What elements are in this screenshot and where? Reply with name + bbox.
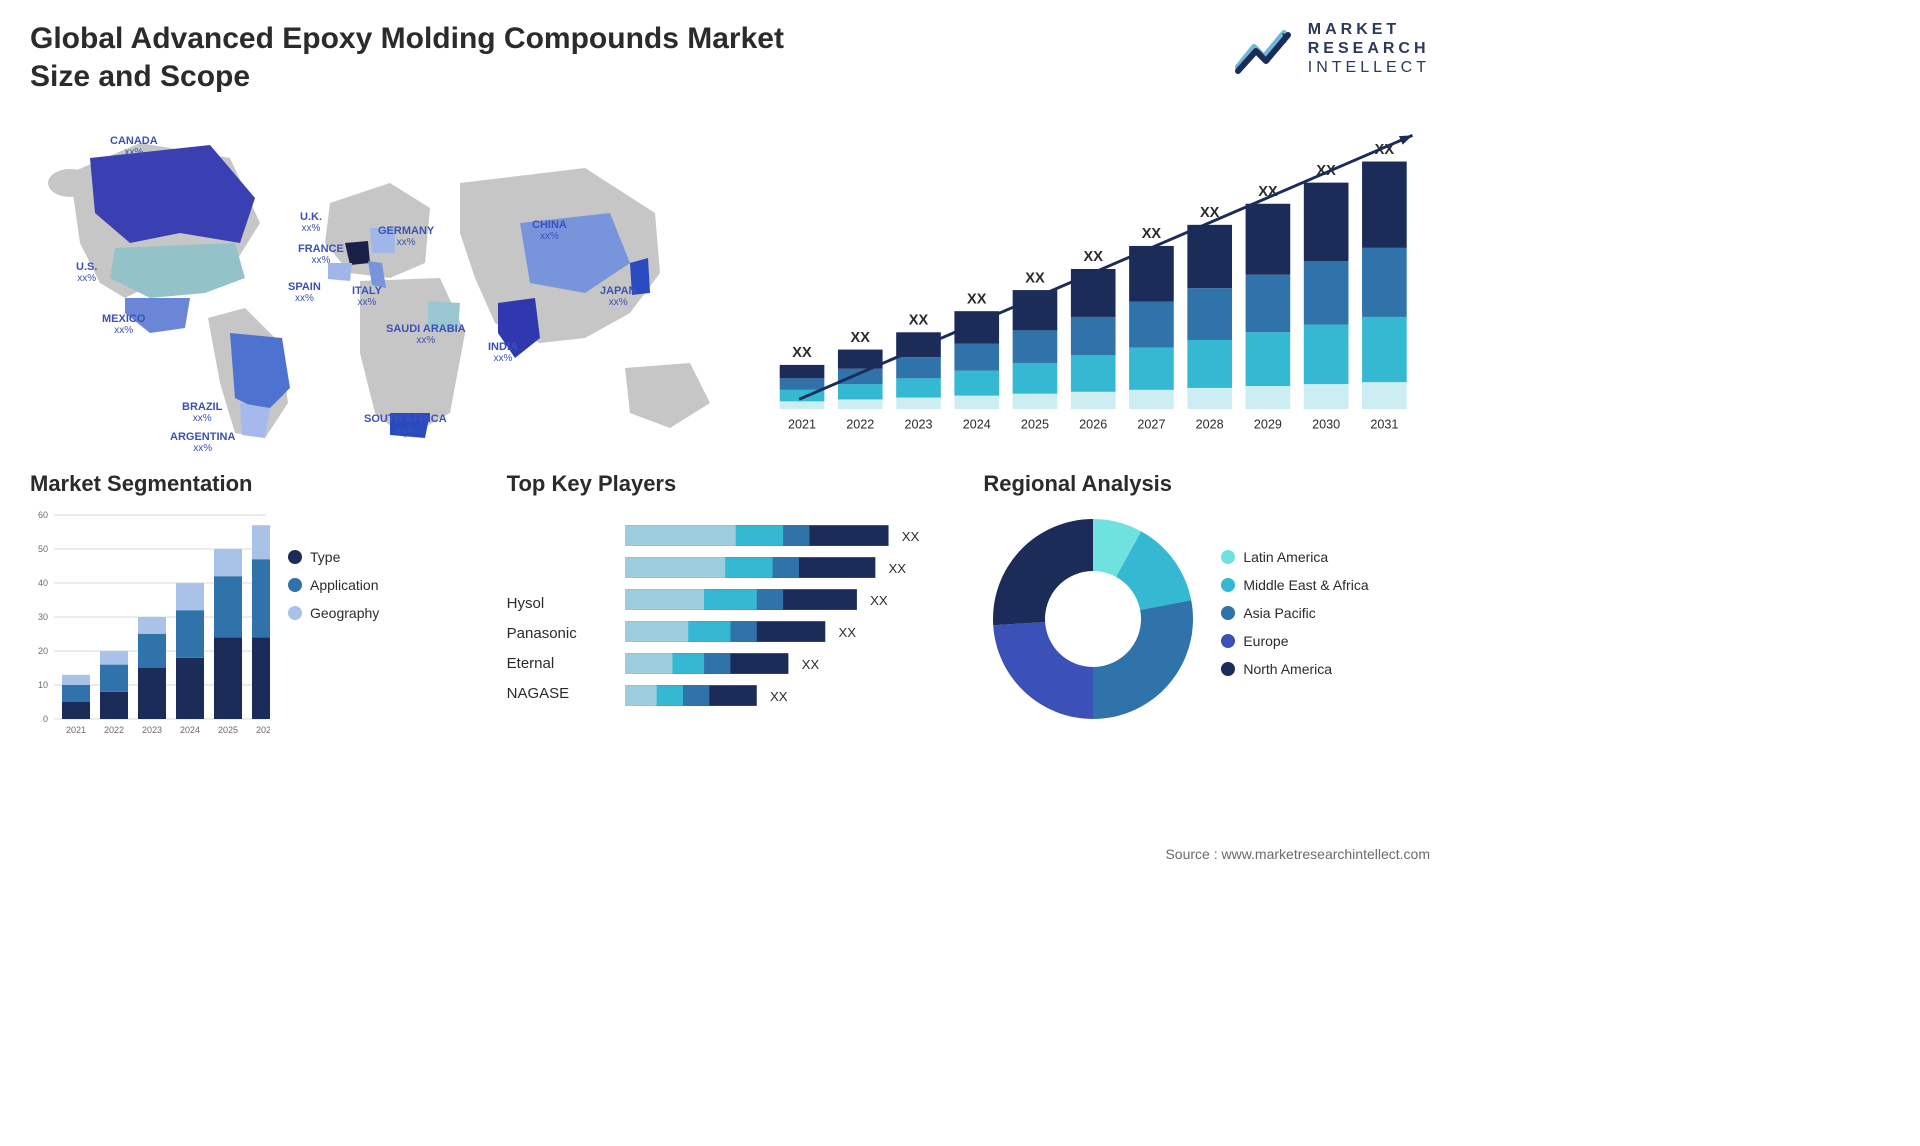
- region-legend-latin-america: Latin America: [1221, 549, 1368, 565]
- svg-text:2023: 2023: [904, 417, 932, 431]
- map-label-spain: SPAINxx%: [288, 281, 321, 304]
- svg-text:XX: XX: [851, 330, 871, 346]
- map-label-u.k.: U.K.xx%: [300, 211, 322, 234]
- svg-text:50: 50: [38, 544, 48, 554]
- svg-text:30: 30: [38, 612, 48, 622]
- map-label-brazil: BRAZILxx%: [182, 401, 222, 424]
- svg-text:XX: XX: [967, 291, 987, 307]
- map-label-china: CHINAxx%: [532, 219, 567, 242]
- svg-text:2028: 2028: [1196, 417, 1224, 431]
- segmentation-chart: 0 10 20 30 40 50 60 2021 2022 2023 2024 2025 2026: [30, 509, 270, 739]
- map-label-italy: ITALYxx%: [352, 285, 382, 308]
- svg-text:2025: 2025: [1021, 417, 1049, 431]
- region-legend-asia-pacific: Asia Pacific: [1221, 605, 1368, 621]
- svg-text:XX: XX: [792, 345, 812, 361]
- player-label-hysol: Hysol: [507, 589, 607, 619]
- svg-text:10: 10: [38, 680, 48, 690]
- map-label-u.s.: U.S.xx%: [76, 261, 97, 284]
- segmentation-panel: Market Segmentation 0 10 20 30 40 50 60 2021 202…: [30, 471, 477, 739]
- map-label-mexico: MEXICOxx%: [102, 313, 145, 336]
- svg-text:2030: 2030: [1312, 417, 1340, 431]
- map-label-japan: JAPANxx%: [600, 285, 636, 308]
- segmentation-title: Market Segmentation: [30, 471, 477, 497]
- svg-text:2026: 2026: [256, 725, 270, 735]
- world-map: CANADAxx%U.S.xx%MEXICOxx%BRAZILxx%ARGENT…: [30, 113, 730, 443]
- header: Global Advanced Epoxy Molding Compounds …: [30, 20, 1430, 95]
- svg-text:XX: XX: [1084, 249, 1104, 265]
- svg-text:2021: 2021: [66, 725, 86, 735]
- region-legend-north-america: North America: [1221, 661, 1368, 677]
- svg-text:2026: 2026: [1079, 417, 1107, 431]
- svg-text:2024: 2024: [180, 725, 200, 735]
- svg-text:2023: 2023: [142, 725, 162, 735]
- segmentation-legend: Type Application Geography: [288, 549, 379, 633]
- map-label-canada: CANADAxx%: [110, 135, 158, 158]
- region-legend-europe: Europe: [1221, 633, 1368, 649]
- player-label-nagase: NAGASE: [507, 679, 607, 709]
- forecast-svg: XX 2021 XX 2022 XX 2023 XX 2024 XX 2025 XX 2026 XX 20…: [770, 113, 1430, 443]
- regional-donut: [983, 509, 1203, 729]
- svg-text:2025: 2025: [218, 725, 238, 735]
- page-title: Global Advanced Epoxy Molding Compounds …: [30, 20, 790, 95]
- svg-text:XX: XX: [888, 561, 906, 576]
- map-label-south-africa: SOUTH AFRICAxx%: [364, 413, 447, 436]
- map-label-argentina: ARGENTINAxx%: [170, 431, 235, 454]
- top-row: CANADAxx%U.S.xx%MEXICOxx%BRAZILxx%ARGENT…: [30, 113, 1430, 443]
- players-labels: HysolPanasonicEternalNAGASE: [507, 589, 607, 709]
- svg-text:XX: XX: [838, 625, 856, 640]
- logo-icon: [1234, 23, 1294, 75]
- svg-text:XX: XX: [870, 593, 888, 608]
- svg-text:2022: 2022: [104, 725, 124, 735]
- regional-title: Regional Analysis: [983, 471, 1430, 497]
- seg-legend-type: Type: [288, 549, 379, 565]
- regional-legend: Latin America Middle East & Africa Asia Pa…: [1221, 549, 1368, 689]
- svg-text:XX: XX: [1142, 226, 1162, 242]
- players-title: Top Key Players: [507, 471, 954, 497]
- svg-text:2022: 2022: [846, 417, 874, 431]
- players-panel: Top Key Players HysolPanasonicEternalNAG…: [507, 471, 954, 739]
- map-label-saudi-arabia: SAUDI ARABIAxx%: [386, 323, 466, 346]
- svg-text:40: 40: [38, 578, 48, 588]
- svg-text:XX: XX: [1025, 270, 1045, 286]
- svg-text:20: 20: [38, 646, 48, 656]
- svg-text:2029: 2029: [1254, 417, 1282, 431]
- map-label-germany: GERMANYxx%: [378, 225, 434, 248]
- world-map-svg: [30, 113, 730, 443]
- logo: MARKET RESEARCH INTELLECT: [1234, 20, 1430, 78]
- svg-text:XX: XX: [801, 657, 819, 672]
- bottom-row: Market Segmentation 0 10 20 30 40 50 60 2021 202…: [30, 471, 1430, 739]
- seg-legend-geography: Geography: [288, 605, 379, 621]
- seg-legend-application: Application: [288, 577, 379, 593]
- svg-text:XX: XX: [909, 313, 929, 329]
- source-text: Source : www.marketresearchintellect.com: [1165, 846, 1430, 862]
- svg-text:2024: 2024: [963, 417, 991, 431]
- player-label-eternal: Eternal: [507, 649, 607, 679]
- svg-text:2027: 2027: [1137, 417, 1165, 431]
- map-label-france: FRANCExx%: [298, 243, 344, 266]
- svg-text:2021: 2021: [788, 417, 816, 431]
- svg-text:2031: 2031: [1370, 417, 1398, 431]
- svg-text:XX: XX: [901, 529, 919, 544]
- players-chart: XX XX XX XX XX XX: [625, 509, 945, 739]
- forecast-chart: XX 2021 XX 2022 XX 2023 XX 2024 XX 2025 XX 2026 XX 20…: [770, 113, 1430, 443]
- logo-text: MARKET RESEARCH INTELLECT: [1308, 20, 1430, 78]
- svg-text:0: 0: [43, 714, 48, 724]
- player-label-panasonic: Panasonic: [507, 619, 607, 649]
- map-label-india: INDIAxx%: [488, 341, 518, 364]
- regional-panel: Regional Analysis Latin America Middle Ea…: [983, 471, 1430, 739]
- svg-text:XX: XX: [770, 689, 788, 704]
- region-legend-middle-east-africa: Middle East & Africa: [1221, 577, 1368, 593]
- svg-text:60: 60: [38, 510, 48, 520]
